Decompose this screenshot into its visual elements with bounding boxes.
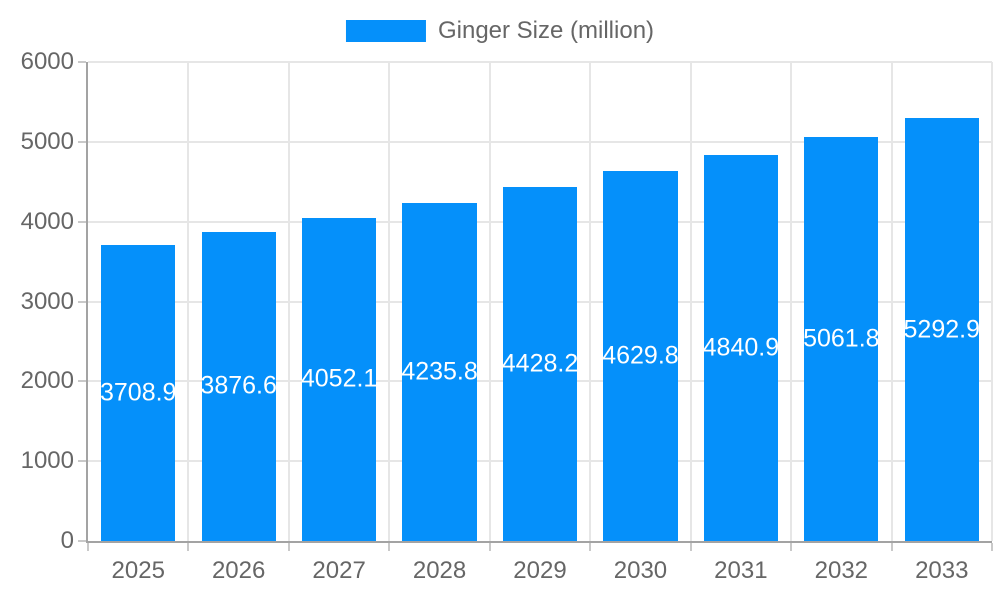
y-axis-tick-mark: [78, 380, 86, 383]
bar-2028[interactable]: [402, 202, 477, 541]
bar-value-label: 4840.9: [702, 333, 780, 362]
bar-2029[interactable]: [502, 187, 578, 541]
x-axis-tick-mark: [991, 543, 993, 551]
x-axis-tick-label: 2033: [915, 557, 969, 584]
y-axis-tick-label: 3000: [20, 287, 74, 315]
bar-2031[interactable]: [703, 154, 779, 541]
gridline-vertical: [388, 62, 391, 541]
bar-2033[interactable]: [904, 118, 979, 541]
bar-value-label: 5292.9: [903, 315, 980, 344]
x-axis-tick-label: 2032: [814, 557, 869, 584]
bar-value-label: 4235.8: [401, 357, 478, 386]
y-axis-tick-label: 6000: [20, 48, 74, 75]
x-axis-tick-label: 2030: [613, 557, 668, 584]
x-axis-tick-label: 2031: [714, 557, 768, 584]
gridline-vertical: [287, 62, 290, 541]
x-axis-tick-mark: [287, 543, 290, 551]
bar-2032[interactable]: [804, 136, 879, 541]
y-axis-tick-mark: [78, 300, 86, 303]
bar-value-label: 4052.1: [300, 364, 378, 393]
bar-value-label: 3708.9: [99, 378, 177, 407]
legend[interactable]: Ginger Size (million): [345, 17, 655, 45]
x-axis-tick-mark: [388, 543, 391, 551]
bar-2027[interactable]: [301, 217, 377, 541]
x-axis-tick-mark: [87, 543, 89, 551]
gridline-horizontal: [88, 140, 992, 143]
y-axis-tick-mark: [78, 540, 86, 542]
y-axis-tick-label: 1000: [20, 447, 74, 475]
gridline-vertical: [689, 62, 692, 541]
plot-area: 0 1000 2000 3000 4000 5000 6000 2025 3708.9 2026 3…: [21, 48, 993, 584]
bar-2026[interactable]: [201, 231, 276, 541]
y-axis-tick-label: 4000: [20, 207, 74, 235]
y-axis-tick-label: 5000: [20, 127, 74, 155]
x-axis-tick-label: 2029: [513, 557, 567, 584]
bar-2025[interactable]: [101, 244, 176, 541]
legend-swatch: [345, 20, 426, 42]
x-axis-tick-mark: [689, 543, 692, 551]
x-axis-tick-mark: [890, 543, 893, 551]
x-axis-tick-mark: [790, 543, 793, 551]
x-axis-tick-label: 2025: [111, 557, 165, 584]
y-axis-tick-mark: [78, 61, 86, 63]
bar-value-label: 3876.6: [200, 371, 277, 400]
gridline-horizontal: [88, 61, 992, 63]
x-axis-tick-label: 2028: [412, 557, 467, 584]
bar-value-label: 4428.2: [501, 349, 579, 378]
y-axis-tick-mark: [78, 460, 86, 463]
x-axis-tick-mark: [589, 543, 592, 551]
gridline-vertical: [488, 62, 491, 541]
x-axis-tick-label: 2027: [312, 557, 366, 584]
x-axis-tick-mark: [488, 543, 491, 551]
y-axis-tick-label: 0: [60, 527, 74, 554]
gridline-vertical: [890, 62, 893, 541]
bar-value-label: 4629.8: [602, 341, 679, 370]
x-axis-tick-mark: [187, 543, 190, 551]
legend-label: Ginger Size (million): [437, 17, 655, 44]
gridline-vertical: [790, 62, 793, 541]
gridline-vertical: [187, 62, 190, 541]
y-axis-tick-mark: [78, 140, 86, 143]
x-axis-tick-label: 2026: [211, 557, 266, 584]
gridline-vertical: [589, 62, 592, 541]
bar-value-label: 5061.8: [803, 324, 880, 353]
bar-2030[interactable]: [603, 171, 678, 541]
y-axis-tick-label: 2000: [20, 367, 74, 395]
gridline-vertical: [991, 62, 993, 541]
y-axis-tick-mark: [78, 220, 86, 223]
